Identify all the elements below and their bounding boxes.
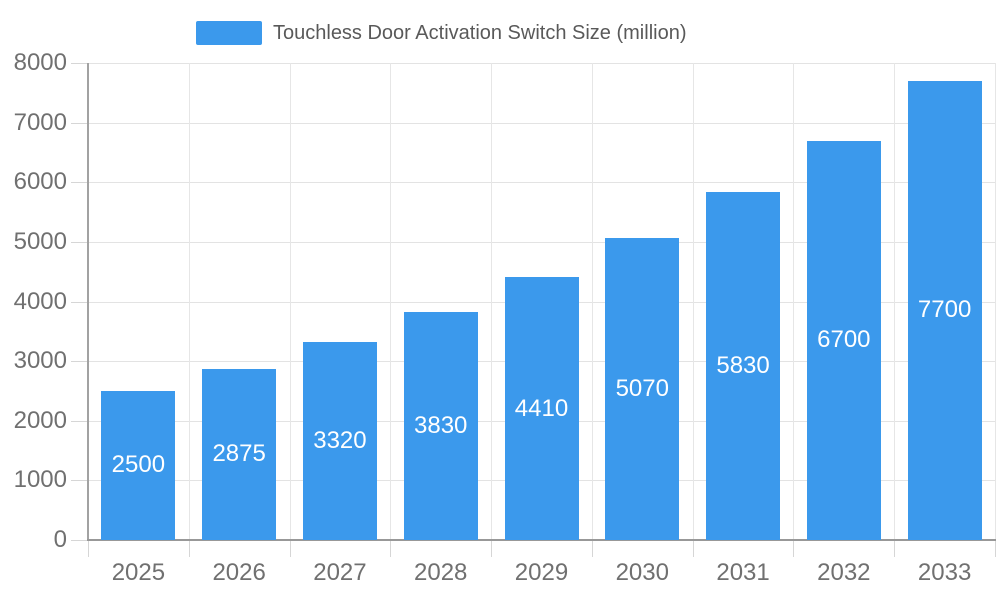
legend-label: Touchless Door Activation Switch Size (m…: [273, 21, 687, 44]
bar: 2500: [101, 390, 176, 540]
y-tick-label: 3000: [13, 347, 67, 375]
x-axis-tick: [491, 541, 493, 557]
bar: 7700: [907, 80, 982, 540]
y-tick-label: 2000: [13, 406, 67, 434]
y-axis-tick: [71, 480, 87, 482]
x-tick-label: 2032: [817, 559, 871, 586]
bar: 3320: [302, 342, 377, 540]
x-tick-label: 2028: [414, 559, 468, 586]
y-tick-label: 8000: [13, 49, 67, 76]
x-tick-label: 2030: [615, 559, 669, 586]
y-tick-label: 7000: [13, 108, 67, 136]
bar-value-label: 2500: [111, 451, 166, 479]
x-tick-label: 2033: [917, 559, 972, 586]
x-gridline: [591, 63, 593, 540]
x-gridline: [188, 63, 190, 540]
bar-value-label: 3830: [414, 411, 468, 439]
bar-value-label: 3320: [313, 427, 367, 454]
y-axis-tick: [71, 361, 87, 363]
x-gridline: [894, 63, 896, 540]
legend-item[interactable]: Touchless Door Activation Switch Size (m…: [196, 21, 687, 45]
x-axis-tick: [894, 541, 896, 557]
x-tick-label: 2027: [313, 559, 367, 586]
bar-value-label: 2875: [212, 440, 266, 468]
y-gridline: [89, 63, 996, 64]
x-axis-tick: [88, 541, 89, 557]
y-tick-label: 5000: [13, 227, 67, 255]
x-tick-label: 2026: [212, 559, 266, 586]
bar: 5830: [706, 192, 781, 540]
x-axis-tick: [289, 541, 291, 557]
bar-value-label: 4410: [514, 394, 569, 422]
y-gridline: [89, 241, 996, 243]
bar: 4410: [504, 277, 579, 540]
bar-value-label: 6700: [817, 326, 871, 354]
x-gridline: [692, 63, 694, 540]
x-axis-tick: [188, 541, 190, 557]
x-tick-label: 2029: [514, 559, 569, 586]
bar: 6700: [806, 140, 881, 540]
bar-value-label: 5830: [716, 352, 770, 380]
x-axis-line: [87, 539, 996, 541]
y-gridline: [89, 122, 996, 124]
x-gridline: [390, 63, 392, 540]
bar-value-label: 7700: [917, 296, 972, 324]
bar: 5070: [605, 237, 680, 540]
y-axis-tick: [71, 540, 87, 541]
y-axis-line: [87, 63, 89, 540]
y-axis-tick: [71, 420, 87, 422]
x-axis-tick: [692, 541, 694, 557]
y-gridline: [89, 182, 996, 184]
x-axis-tick: [995, 541, 996, 557]
x-gridline: [793, 63, 795, 540]
y-tick-label: 0: [53, 526, 67, 553]
x-axis-tick: [591, 541, 593, 557]
bar: 3830: [403, 311, 478, 540]
x-tick-label: 2025: [111, 559, 166, 586]
y-tick-label: 4000: [13, 287, 67, 315]
x-axis-tick: [793, 541, 795, 557]
x-gridline: [491, 63, 493, 540]
x-gridline: [995, 63, 996, 540]
bar-value-label: 5070: [615, 374, 669, 402]
y-axis-tick: [71, 301, 87, 303]
legend-swatch-icon: [196, 21, 262, 45]
bar: 2875: [202, 368, 277, 540]
x-axis-tick: [390, 541, 392, 557]
y-axis-tick: [71, 182, 87, 184]
x-tick-label: 2031: [716, 559, 770, 586]
y-axis-tick: [71, 241, 87, 243]
x-gridline: [289, 63, 291, 540]
y-axis-tick: [71, 63, 87, 64]
y-tick-label: 6000: [13, 168, 67, 196]
y-axis-tick: [71, 122, 87, 124]
y-tick-label: 1000: [13, 466, 67, 494]
